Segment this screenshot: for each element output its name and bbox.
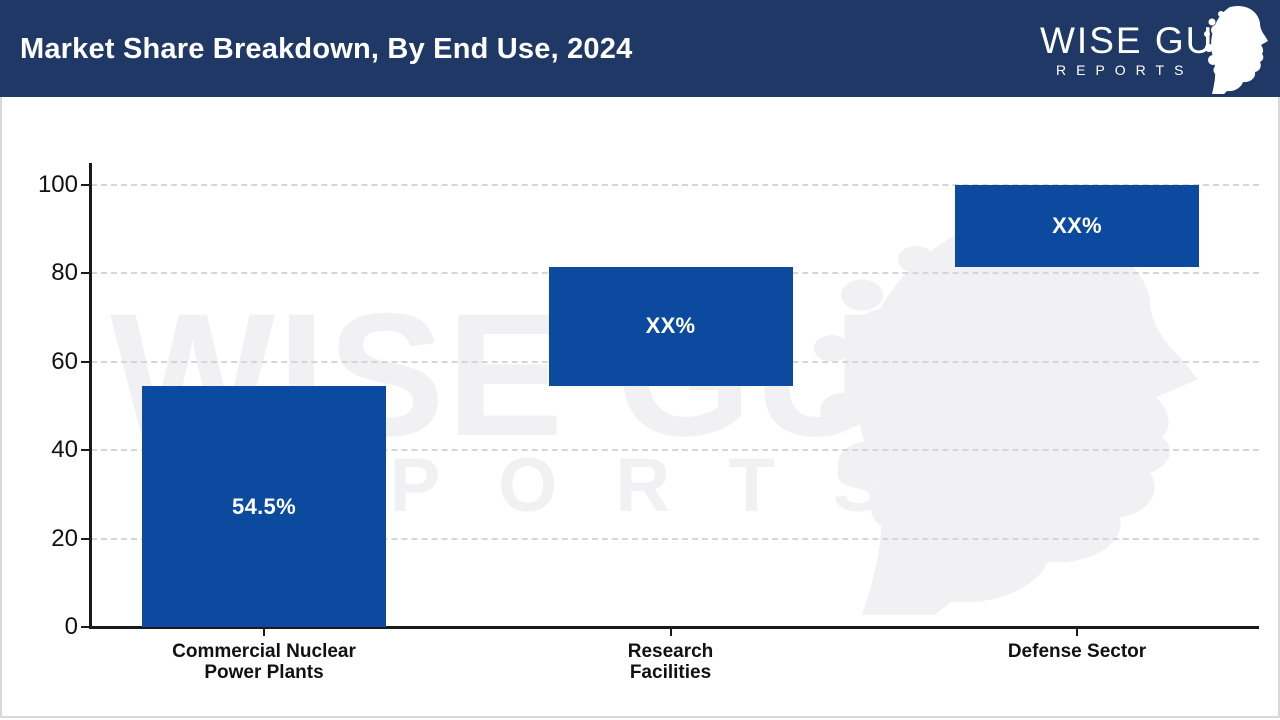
y-tick-label-40: 40 (51, 436, 78, 464)
bar-segment-0: 54.5% (142, 386, 386, 627)
chart-canvas-frame (0, 97, 1280, 718)
wiseguy-face-icon (1204, 6, 1268, 94)
y-tick-label-100: 100 (37, 171, 78, 198)
bar-value-label-1: XX% (645, 313, 696, 339)
x-axis-spine (89, 626, 1259, 629)
logo-subtext: REPORTS (1056, 62, 1194, 78)
x-tick-0 (263, 628, 265, 636)
y-tick-0 (81, 626, 89, 628)
gridline-y-40 (91, 449, 1259, 452)
y-tick-label-80: 80 (51, 259, 78, 287)
y-tick-60 (81, 360, 89, 363)
bar-value-label-0: 54.5% (232, 493, 296, 519)
y-tick-20 (81, 537, 89, 540)
watermark-face-icon (814, 223, 1198, 615)
y-tick-label-60: 60 (51, 347, 78, 375)
x-category-label-2: Defense Sector (1007, 641, 1147, 662)
bar-segment-2: XX% (955, 185, 1199, 267)
bar-value-label-2: XX% (1052, 212, 1102, 238)
page-title: Market Share Breakdown, By End Use, 2024 (20, 33, 633, 65)
x-category-label-0: Commercial Nuclear Power Plants (172, 641, 356, 683)
x-tick-2 (1076, 628, 1078, 636)
y-tick-80 (81, 272, 89, 275)
header-band: Market Share Breakdown, By End Use, 2024… (0, 0, 1280, 97)
y-tick-100 (81, 184, 89, 186)
logo-wordmark: WISE GUY (1040, 20, 1242, 61)
gridline-y-100 (91, 184, 1259, 186)
y-axis-spine (89, 163, 92, 629)
y-tick-label-20: 20 (51, 524, 78, 552)
y-tick-40 (81, 449, 89, 452)
x-category-label-1: Research Facilities (627, 641, 714, 683)
gridline-y-20 (91, 537, 1259, 540)
y-tick-label-0: 0 (64, 613, 78, 640)
x-tick-1 (669, 628, 672, 636)
bar-segment-1: XX% (548, 266, 793, 387)
